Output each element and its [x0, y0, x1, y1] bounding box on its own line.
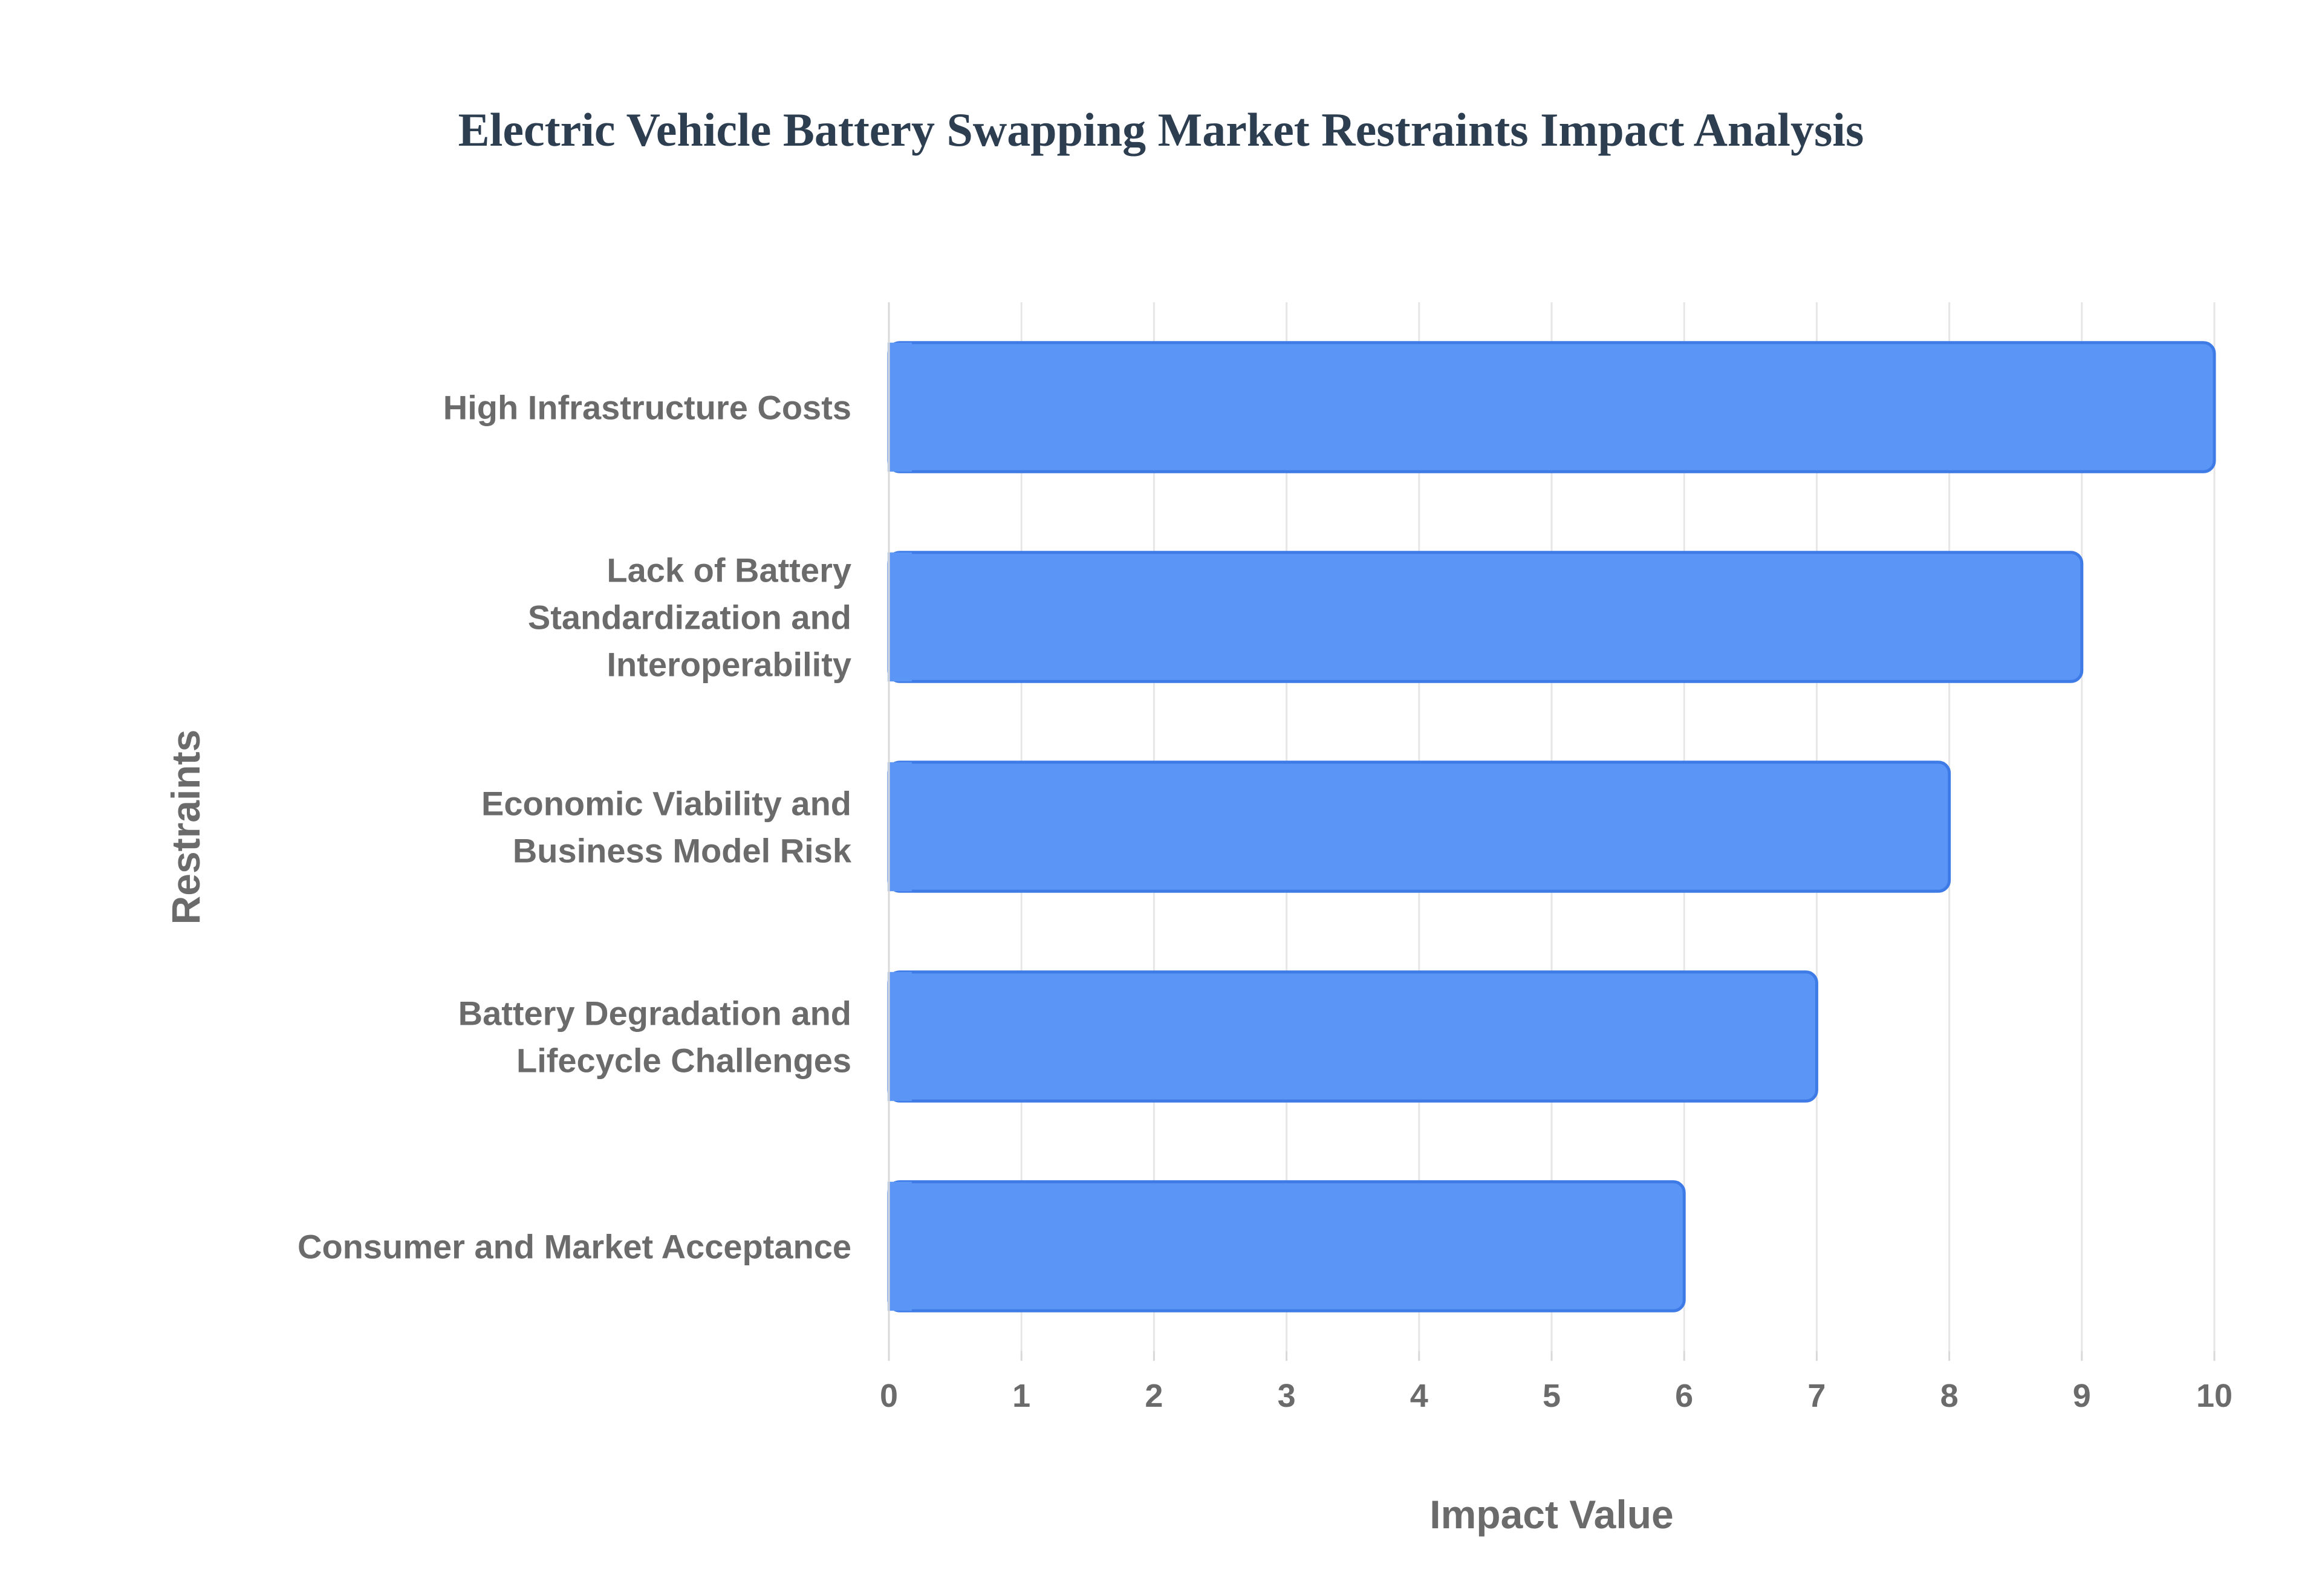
x-tick-label: 10	[2196, 1378, 2233, 1414]
bar	[887, 551, 2084, 683]
category-label: Interoperability	[607, 646, 851, 684]
bar-base	[888, 1181, 912, 1311]
bar	[887, 761, 1951, 893]
bar-base	[888, 342, 912, 472]
x-axis-title: Impact Value	[1429, 1492, 1674, 1537]
bar	[887, 970, 1818, 1103]
bar-base	[888, 762, 912, 892]
x-tick-label: 9	[2073, 1378, 2091, 1414]
category-label: Lifecycle Challenges	[516, 1042, 851, 1080]
bar-base	[888, 972, 912, 1101]
bar-base	[888, 552, 912, 682]
category-label: Standardization and	[528, 598, 851, 637]
labels: 0 1 2 3 4 5 6 7 8 9 10 High Infrastructure Costs Lac…	[163, 389, 2233, 1537]
y-axis-title: Restraints	[163, 730, 208, 925]
x-tick-label: 2	[1145, 1378, 1163, 1414]
category-label: High Infrastructure Costs	[443, 389, 851, 427]
x-tick-label: 7	[1807, 1378, 1826, 1414]
x-tick-label: 3	[1278, 1378, 1296, 1414]
x-tick-label: 4	[1410, 1378, 1428, 1414]
bar	[887, 1180, 1686, 1312]
x-tick-label: 1	[1012, 1378, 1030, 1414]
x-tick-label: 6	[1675, 1378, 1693, 1414]
axes	[888, 302, 2216, 1361]
category-label: Economic Viability and	[481, 785, 851, 823]
x-tick-label: 0	[880, 1378, 898, 1414]
chart-title: Electric Vehicle Battery Swapping Market…	[458, 103, 1864, 156]
x-tick-label: 5	[1543, 1378, 1561, 1414]
category-label: Consumer and Market Acceptance	[298, 1228, 851, 1266]
category-label: Business Model Risk	[513, 832, 852, 870]
bar	[887, 341, 2216, 473]
category-label: Battery Degradation and	[458, 994, 851, 1033]
category-label: Lack of Battery	[607, 551, 851, 589]
bars	[887, 341, 2216, 1312]
x-tick-label: 8	[1940, 1378, 1959, 1414]
